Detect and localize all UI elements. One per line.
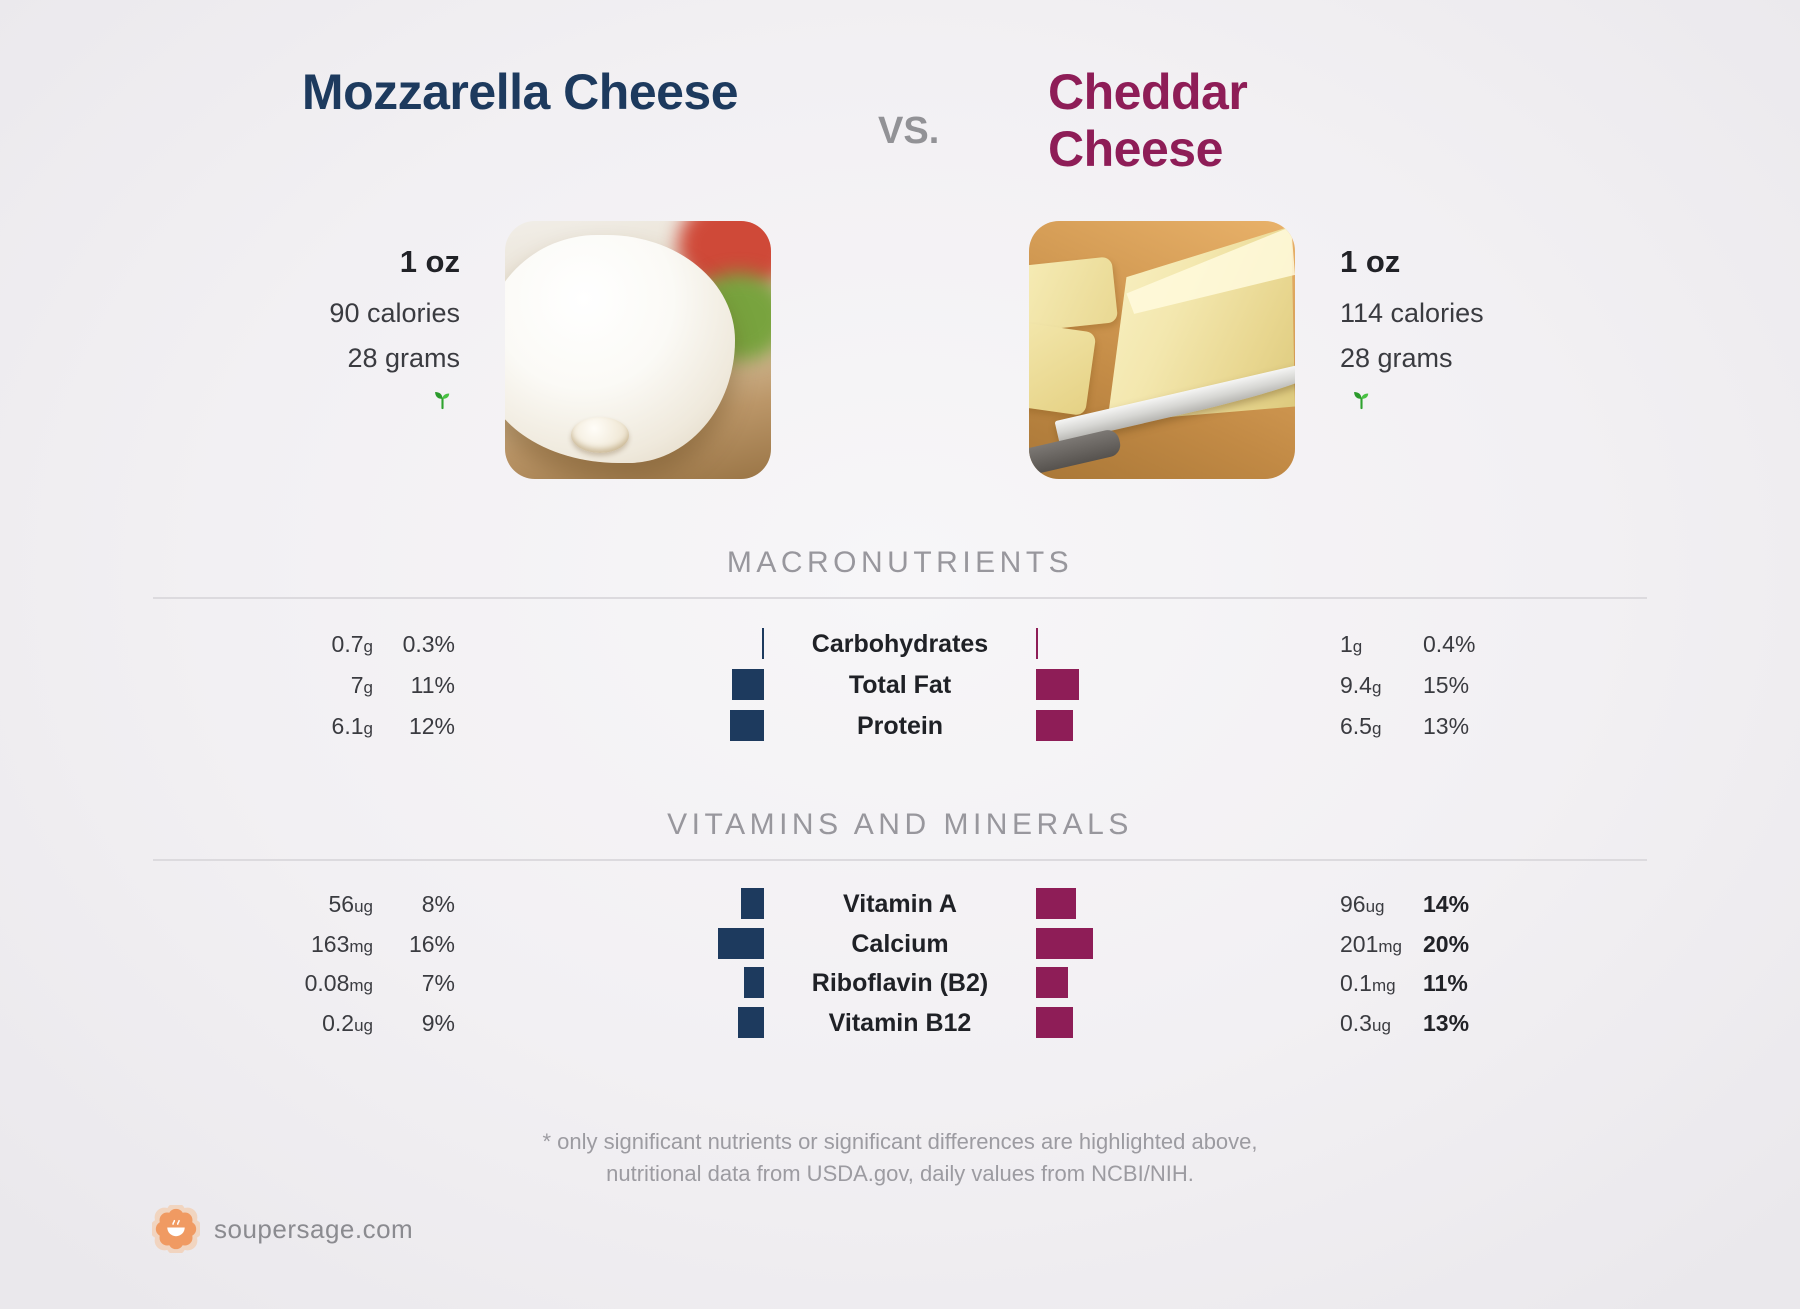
cheddar-percent: 11% [1423,970,1468,996]
nutrient-row: 0.08mg 7% Riboflavin (B2) 0.1mg 11% [0,963,1800,1003]
vitamins-header: VITAMINS AND MINERALS [667,808,1133,841]
mozzarella-amount: 0.7g [331,631,373,657]
cheddar-percent: 15% [1423,672,1470,698]
brand-site: soupersage.com [214,1213,414,1244]
cheddar-percent: 14% [1423,891,1470,917]
cheddar-percent: 13% [1423,1010,1470,1036]
cheddar-amount: 96ug [1340,891,1385,917]
serving-size: 1 oz [399,244,460,279]
cheddar-serving: 1 oz 114 calories 28 grams [1340,244,1640,416]
mozzarella-photo [505,221,771,479]
mozzarella-serving: 1 oz 90 calories 28 grams [160,244,460,416]
vs-label: VS. [878,110,940,152]
sprout-icon [431,392,454,415]
serving-calories: 90 calories [329,298,460,328]
macronutrients-header: MACRONUTRIENTS [726,546,1074,579]
mozzarella-bar [732,669,764,700]
cheddar-bar [1036,628,1038,659]
nutrient-row: 0.7g 0.3% Carbohydrates 1g 0.4% [0,624,1800,664]
mozzarella-percent: 8% [421,891,455,917]
mozzarella-bar [744,967,764,998]
mozzarella-bar [738,1007,764,1038]
mozzarella-amount: 163mg [311,931,373,957]
mozzarella-amount: 56ug [328,891,373,917]
mozzarella-percent: 12% [408,713,455,739]
serving-weight: 28 grams [1340,343,1453,373]
cheddar-amount: 9.4g [1340,672,1382,698]
nutrient-row: 0.2ug 9% Vitamin B12 0.3ug 13% [0,1003,1800,1043]
nutrient-row: 7g 11% Total Fat 9.4g 15% [0,665,1800,705]
footnote: * only significant nutrients or signific… [0,1126,1800,1190]
footnote-line2: nutritional data from USDA.gov, daily va… [606,1161,1194,1186]
mozzarella-amount: 6.1g [331,713,373,739]
mozzarella-amount: 0.08mg [304,970,373,996]
nutrient-label: Calcium [851,930,949,958]
mozzarella-percent: 11% [410,672,455,698]
cheddar-amount: 6.5g [1340,713,1382,739]
cheddar-bar [1036,710,1073,741]
section-divider [153,597,1647,599]
nutrient-row: 163mg 16% Calcium 201mg 20% [0,924,1800,964]
mozzarella-percent: 7% [421,970,455,996]
nutrient-row: 56ug 8% Vitamin A 96ug 14% [0,884,1800,924]
mozzarella-percent: 9% [421,1010,455,1036]
serving-weight: 28 grams [347,343,460,373]
cheddar-photo [1029,221,1295,479]
nutrient-label: Vitamin B12 [828,1009,972,1037]
cheddar-amount: 0.1mg [1340,970,1396,996]
cheddar-bar [1036,1007,1073,1038]
nutrient-label: Total Fat [848,671,952,699]
cheddar-bar [1036,928,1093,959]
mozzarella-title: Mozzarella Cheese [301,64,739,120]
cheddar-amount: 0.3ug [1340,1010,1391,1036]
cheddar-percent: 20% [1423,931,1470,957]
nutrient-label: Carbohydrates [811,630,989,658]
cheddar-bar [1036,967,1068,998]
cheddar-bar [1036,888,1076,919]
mozzarella-amount: 7g [350,672,373,698]
nutrient-row: 6.1g 12% Protein 6.5g 13% [0,706,1800,746]
sprout-icon [1350,392,1373,415]
mozzarella-bar [741,888,764,919]
cheese-chunk [1029,321,1097,417]
cheddar-bar [1036,669,1079,700]
section-divider [153,859,1647,861]
cheddar-amount: 201mg [1340,931,1402,957]
nutrient-label: Vitamin A [843,890,957,918]
cheese-chunk [1029,256,1119,332]
mozzarella-amount: 0.2ug [322,1010,373,1036]
mozzarella-bar [718,928,764,959]
mozzarella-bar [730,710,764,741]
cheddar-title: Cheddar Cheese [1048,64,1248,177]
serving-calories: 114 calories [1340,298,1484,328]
footnote-line1: * only significant nutrients or signific… [542,1129,1258,1154]
mozzarella-percent: 0.3% [402,631,455,657]
cheddar-percent: 13% [1423,713,1470,739]
serving-size: 1 oz [1340,244,1401,279]
brand: soupersage.com [149,1202,414,1256]
cheddar-percent: 0.4% [1423,631,1476,657]
soup-bowl-badge-icon [149,1202,203,1256]
nutrient-label: Riboflavin (B2) [811,969,989,997]
mozzarella-percent: 16% [408,931,455,957]
nutrient-label: Protein [856,712,944,740]
mozzarella-bar [762,628,764,659]
cheddar-amount: 1g [1340,631,1363,657]
